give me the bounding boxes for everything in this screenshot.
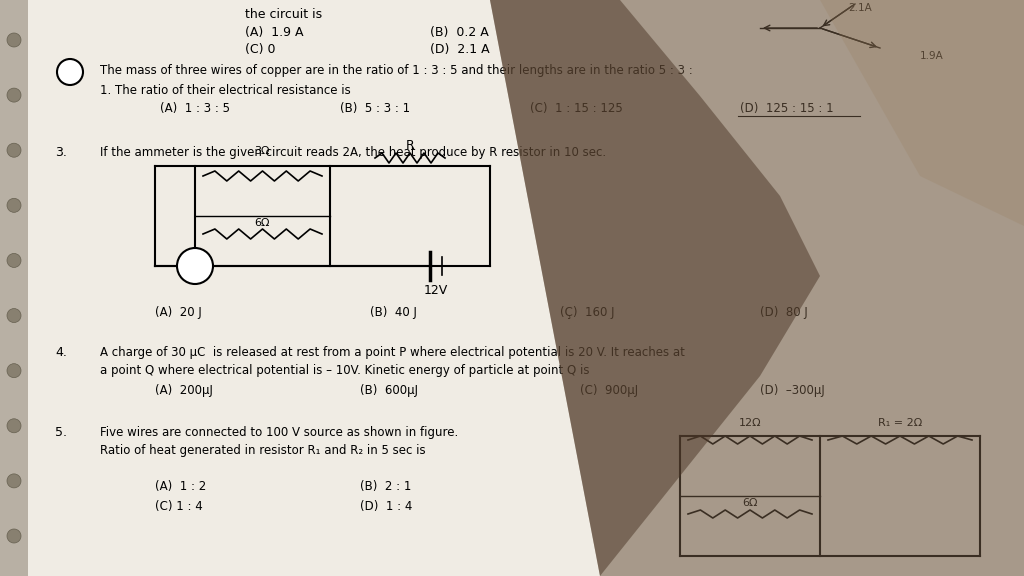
Circle shape <box>7 198 22 213</box>
Circle shape <box>7 309 22 323</box>
Text: the circuit is: the circuit is <box>245 8 323 21</box>
Text: (C)  1 : 15 : 125: (C) 1 : 15 : 125 <box>530 102 623 115</box>
Text: (C) 1 : 4: (C) 1 : 4 <box>155 500 203 513</box>
Circle shape <box>7 363 22 378</box>
Text: (A)  1 : 3 : 5: (A) 1 : 3 : 5 <box>160 102 230 115</box>
Text: 12V: 12V <box>424 284 449 297</box>
Circle shape <box>7 88 22 102</box>
Text: (A)  20 J: (A) 20 J <box>155 306 202 319</box>
Text: 1. The ratio of their electrical resistance is: 1. The ratio of their electrical resista… <box>100 84 351 97</box>
Text: (B)  0.2 A: (B) 0.2 A <box>430 26 488 39</box>
Polygon shape <box>820 0 1024 226</box>
Text: (Ç)  160 J: (Ç) 160 J <box>560 306 614 319</box>
Text: (B)  600μJ: (B) 600μJ <box>360 384 418 397</box>
Text: 6Ω: 6Ω <box>254 218 269 228</box>
Bar <box>0 0 28 576</box>
Text: (D)  2.1 A: (D) 2.1 A <box>430 43 489 56</box>
Text: If the ammeter is the given circuit reads 2A, the heat produce by R resistor in : If the ammeter is the given circuit read… <box>100 146 606 159</box>
Text: (D)  80 J: (D) 80 J <box>760 306 808 319</box>
Text: (A)  1 : 2: (A) 1 : 2 <box>155 480 206 493</box>
Circle shape <box>7 474 22 488</box>
Text: (D)  –300μJ: (D) –300μJ <box>760 384 824 397</box>
Text: 6Ω: 6Ω <box>742 498 758 508</box>
Circle shape <box>7 143 22 157</box>
Circle shape <box>7 33 22 47</box>
Text: (B)  40 J: (B) 40 J <box>370 306 417 319</box>
Text: (D)  125 : 15 : 1: (D) 125 : 15 : 1 <box>740 102 834 115</box>
Text: (B)  5 : 3 : 1: (B) 5 : 3 : 1 <box>340 102 411 115</box>
Text: A charge of 30 μC  is released at rest from a point P where electrical potential: A charge of 30 μC is released at rest fr… <box>100 346 685 359</box>
Text: The mass of three wires of copper are in the ratio of 1 : 3 : 5 and their length: The mass of three wires of copper are in… <box>100 64 693 77</box>
Text: (A)  1.9 A: (A) 1.9 A <box>245 26 303 39</box>
Text: (A)  200μJ: (A) 200μJ <box>155 384 213 397</box>
Text: 3.: 3. <box>55 146 67 159</box>
Circle shape <box>7 529 22 543</box>
Polygon shape <box>490 0 820 576</box>
Text: 1.9A: 1.9A <box>920 51 944 61</box>
Text: 3Ω: 3Ω <box>254 146 269 156</box>
Text: (B)  2 : 1: (B) 2 : 1 <box>360 480 412 493</box>
Text: Ratio of heat generated in resistor R₁ and R₂ in 5 sec is: Ratio of heat generated in resistor R₁ a… <box>100 444 426 457</box>
Text: 2: 2 <box>66 66 75 78</box>
Circle shape <box>7 253 22 267</box>
Text: 5.: 5. <box>55 426 67 439</box>
Circle shape <box>57 59 83 85</box>
Text: (C) 0: (C) 0 <box>245 43 275 56</box>
Text: (D)  1 : 4: (D) 1 : 4 <box>360 500 413 513</box>
Text: a point Q where electrical potential is – 10V. Kinetic energy of particle at poi: a point Q where electrical potential is … <box>100 364 590 377</box>
Text: A: A <box>190 260 200 272</box>
Circle shape <box>7 419 22 433</box>
Polygon shape <box>490 0 1024 576</box>
Text: R: R <box>406 139 415 152</box>
Text: (C)  900μJ: (C) 900μJ <box>580 384 638 397</box>
Text: R₁ = 2Ω: R₁ = 2Ω <box>878 418 923 428</box>
Text: Five wires are connected to 100 V source as shown in figure.: Five wires are connected to 100 V source… <box>100 426 459 439</box>
Circle shape <box>177 248 213 284</box>
Text: 4.: 4. <box>55 346 67 359</box>
Text: 2.1A: 2.1A <box>848 3 871 13</box>
Text: 12Ω: 12Ω <box>738 418 761 428</box>
